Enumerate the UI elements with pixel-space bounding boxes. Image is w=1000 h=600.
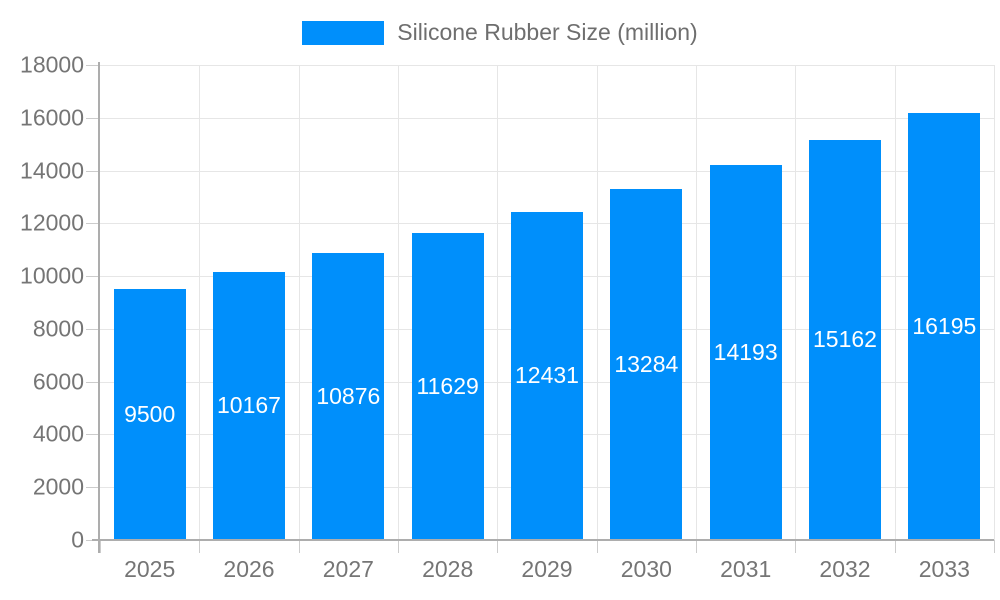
x-axis-tick (696, 540, 697, 553)
x-axis-tick-label: 2025 (124, 556, 176, 582)
v-gridline (398, 65, 399, 540)
x-axis-tick-label: 2033 (918, 556, 970, 582)
y-axis-line (98, 62, 100, 553)
x-axis-tick (298, 540, 300, 553)
y-axis-tick-label: 18000 (20, 51, 84, 78)
y-axis-tick-label: 10000 (20, 262, 84, 289)
h-gridline (100, 65, 994, 66)
v-gridline (298, 65, 300, 540)
x-axis-tick-label: 2031 (720, 556, 772, 582)
legend[interactable]: Silicone Rubber Size (million) (0, 20, 1000, 45)
x-axis-tick-label: 2027 (322, 556, 374, 582)
v-gridline (894, 65, 896, 540)
bar-2029[interactable] (511, 211, 583, 540)
x-axis-baseline (92, 539, 994, 541)
x-axis-tick-label: 2028 (422, 556, 474, 582)
bar-2032[interactable] (809, 139, 881, 540)
x-axis-tick (994, 540, 995, 553)
bar-value-label: 13284 (614, 351, 679, 378)
y-axis-tick (86, 381, 100, 383)
y-axis-tick-label: 6000 (32, 368, 84, 395)
y-axis-tick (86, 117, 100, 119)
bar-value-label: 10876 (316, 382, 381, 409)
v-gridline (497, 65, 499, 540)
y-axis-tick-label: 14000 (20, 157, 84, 184)
y-axis-tick-label: 12000 (20, 209, 84, 236)
x-axis-tick (100, 540, 101, 553)
y-axis-tick (86, 223, 100, 225)
y-axis-tick-label: 16000 (20, 104, 84, 131)
x-axis-tick-label: 2029 (521, 556, 573, 582)
bar-value-label: 15162 (813, 326, 877, 353)
x-axis-tick (894, 540, 896, 553)
bar-value-label: 14193 (713, 339, 778, 366)
x-axis-tick-label: 2032 (819, 556, 871, 582)
v-gridline (994, 65, 995, 540)
bar-value-label: 16195 (912, 312, 977, 339)
plot-area: 9500 10167 10876 11629 12431 13284 14193 15162 1… (100, 65, 995, 540)
x-axis-tick-label: 2030 (620, 556, 672, 582)
bar-2025[interactable] (113, 289, 186, 540)
bar-2026[interactable] (213, 271, 285, 540)
x-axis-tick (795, 540, 797, 553)
bar-2031[interactable] (709, 165, 782, 540)
legend-label: Silicone Rubber Size (million) (397, 19, 698, 45)
x-axis-tick (199, 540, 201, 553)
v-gridline (795, 65, 797, 540)
bar-2030[interactable] (610, 189, 683, 540)
v-gridline (199, 65, 201, 540)
bar-value-label: 11629 (416, 373, 479, 400)
bar-value-label: 9500 (124, 401, 176, 428)
v-gridline (596, 65, 598, 540)
y-axis-tick (86, 434, 100, 436)
bar-value-label: 12431 (515, 362, 579, 389)
bar-2033[interactable] (908, 112, 981, 540)
h-gridline (100, 170, 994, 172)
legend-marker (302, 20, 385, 45)
x-axis-tick (497, 540, 499, 553)
y-axis-tick (86, 276, 100, 278)
y-axis-tick-label: 8000 (32, 315, 84, 342)
y-axis-tick (86, 170, 100, 172)
y-axis-tick-label: 4000 (32, 420, 84, 447)
y-axis-tick (86, 65, 100, 66)
bar-2027[interactable] (312, 253, 385, 540)
y-axis-tick-label: 0 (71, 526, 84, 553)
bar-2028[interactable] (411, 233, 484, 540)
y-axis-tick-label: 2000 (32, 473, 84, 500)
v-gridline (696, 65, 697, 540)
x-axis-tick (398, 540, 399, 553)
x-axis-tick (596, 540, 598, 553)
y-axis-tick (86, 328, 100, 330)
h-gridline (100, 117, 994, 119)
x-axis-tick-label: 2026 (223, 556, 275, 582)
y-axis-tick (86, 487, 100, 489)
bar-value-label: 10167 (217, 392, 281, 419)
